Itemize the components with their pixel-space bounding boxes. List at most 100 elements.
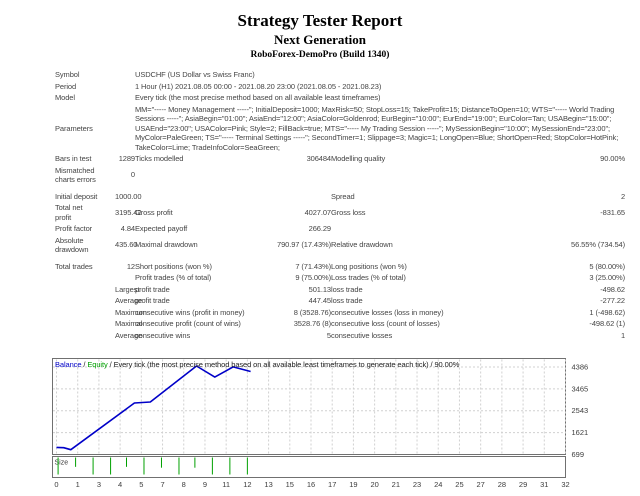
report-cell [135, 165, 265, 186]
report-row: Initial deposit 1000.00 Spread 2 [55, 191, 625, 203]
report-cell: Long positions (won %) [331, 261, 407, 271]
report-row: Maximum consecutive wins (profit in money… [55, 307, 625, 319]
report-cell [115, 92, 135, 104]
report-row: Absolute drawdown 435.60 Maximal drawdown 7… [55, 235, 625, 256]
report-cell: 8 (3528.76) [293, 307, 331, 317]
x-axis-label: 3 [97, 480, 101, 489]
server-build: RoboForex-DemoPro (Build 1340) [250, 50, 390, 60]
report-row: Profit trades (% of total) 9 (75.00%) Loss… [55, 272, 625, 284]
report-cell: 9 (75.00%) [295, 273, 331, 282]
ea-name: Next Generation [273, 32, 367, 47]
report-cell: 56.55% (734.54) [571, 240, 626, 250]
report-cell: loss trade [331, 284, 363, 294]
report-cell: 447.45 [308, 296, 331, 305]
report-cell: Model [55, 93, 75, 102]
x-axis-label: 8 [182, 480, 186, 489]
report-cell: 2 [620, 191, 626, 201]
report-cell [481, 165, 625, 186]
report-cell [55, 272, 115, 284]
y-axis-label: 2543 [572, 406, 589, 415]
y-axis-label: 4386 [572, 363, 589, 372]
report-cell: 1289 [118, 154, 135, 163]
report-cell: loss trade [331, 296, 363, 305]
x-axis-label: 32 [561, 480, 569, 489]
report-cell: consecutive losses [331, 330, 393, 340]
report-cell: Loss trades (% of total) [331, 273, 406, 282]
report-cell: 7 (71.43%) [295, 261, 331, 271]
report-row: Period 1 Hour (H1) 2021.08.05 00:00 - 202… [55, 81, 625, 93]
report-cell: Average [115, 330, 143, 340]
report-cell: Maximal drawdown [135, 240, 198, 250]
report-cell: Gross profit [135, 207, 173, 217]
report-cell: 435.60 [115, 240, 138, 250]
report-cell: Largest [115, 284, 140, 294]
report-cell: 1 (-498.62) [589, 307, 626, 317]
report-cell: 790.97 (17.43%) [277, 240, 331, 250]
report-cell: 12 [126, 261, 135, 271]
report-row: Average consecutive wins 5 consecutive loss… [55, 330, 625, 342]
x-axis-label: 4 [118, 480, 122, 489]
report-cell: Spread [331, 191, 355, 201]
quality-legend-label: 90.00% [434, 360, 460, 369]
report-cell: USDCHF (US Dollar vs Swiss Franc) [135, 70, 255, 79]
x-axis-label: 20 [370, 480, 378, 489]
report-cell [115, 104, 135, 154]
report-row: Total net profit 3195.42 Gross profit 4027.… [55, 202, 625, 223]
x-axis-label: 27 [476, 480, 484, 489]
report-cell: Ticks modelled [135, 154, 184, 163]
report-cell: consecutive wins (profit in money) [135, 307, 245, 317]
chart-legend: Balance / Equity / Every tick (the most … [55, 360, 459, 369]
report-cell: Period [55, 81, 77, 91]
report-cell: Maximum [115, 307, 147, 317]
report-cell [331, 165, 481, 186]
report-row: Model Every tick (the most precise method… [55, 92, 625, 104]
x-axis-label: 19 [349, 480, 357, 489]
x-axis-label: 7 [160, 480, 164, 489]
report-cell: profit trade [135, 284, 170, 294]
x-axis-label: 12 [243, 480, 251, 489]
report-cell: 4027.07 [304, 207, 332, 217]
report-cell: 4.84 [120, 224, 135, 233]
report-cell: -831.65 [600, 207, 626, 217]
report-cell: Absolute drawdown [55, 235, 89, 255]
report-cell: Every tick (the most precise method base… [135, 93, 381, 102]
report-cell: Relative drawdown [331, 240, 393, 250]
report-cell: Profit factor [55, 224, 93, 233]
report-cell: 3195.42 [115, 207, 142, 217]
report-cell: Average [115, 296, 143, 305]
report-cell: -277.22 [600, 296, 626, 305]
report-cell: 1 Hour (H1) 2021.08.05 00:00 - 2021.08.2… [135, 81, 382, 91]
plot-area [52, 358, 566, 455]
report-cell: 1 [620, 330, 626, 340]
x-axis-label: 17 [328, 480, 336, 489]
report-cell: Bars in test [55, 154, 92, 163]
x-axis-label: 24 [434, 480, 442, 489]
model-legend-label: Every tick (the most precise method base… [113, 360, 429, 369]
y-axis-label: 1621 [572, 428, 589, 437]
y-axis-label: 699 [572, 450, 585, 459]
x-axis-label: 21 [392, 480, 400, 489]
report-row: Average profit trade 447.45 loss trade -277.… [55, 295, 625, 307]
report-cell [115, 69, 135, 81]
report-cell: 501.13 [308, 284, 331, 294]
report-cell: Total trades [55, 261, 93, 271]
x-axis-label: 23 [413, 480, 421, 489]
report-row: Mismatched charts errors 0 [55, 165, 625, 186]
x-axis-label: 5 [139, 480, 143, 489]
report-cell: -498.62 [600, 284, 626, 294]
report-cell [115, 81, 135, 93]
report-cell: 90.00% [600, 154, 626, 163]
x-axis-label: 16 [307, 480, 315, 489]
balance-legend-label: Balance [55, 360, 82, 369]
size-lane-label: Size [55, 460, 69, 467]
report-table-body: Symbol USDCHF (US Dollar vs Swiss Franc) P… [55, 69, 625, 341]
report-cell: 5 [326, 330, 331, 340]
report-cell: Initial deposit [55, 191, 98, 201]
x-axis-label: 9 [203, 480, 207, 489]
size-lane [52, 456, 566, 478]
legend-separator: / [428, 360, 435, 369]
report-cell [331, 223, 481, 235]
balance-line [56, 365, 251, 451]
report-cell [55, 307, 115, 319]
